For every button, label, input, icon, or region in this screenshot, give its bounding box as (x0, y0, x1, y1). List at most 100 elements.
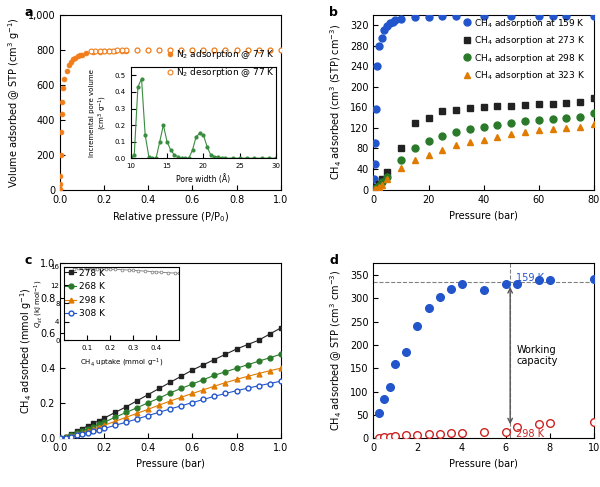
298 K (244, 374, 251, 379)
268 K (222, 369, 229, 375)
268 K (67, 432, 74, 438)
CH$_4$ adsorption at 323 K (371, 187, 379, 192)
308 K (189, 400, 196, 406)
298 K (84, 428, 91, 434)
CH$_4$ adsorption at 298 K (590, 111, 598, 116)
308 K (277, 378, 284, 384)
CH$_4$ adsorption at 323 K (425, 152, 432, 158)
N$_2$ desorption @ 77 K (155, 47, 163, 53)
N$_2$ adsorption @ 77 K (67, 59, 74, 65)
CH$_4$ adsorption at 159 K (480, 13, 487, 19)
CH$_4$ adsorption at 323 K (494, 134, 501, 140)
CH$_4$ adsorption at 323 K (439, 147, 446, 152)
CH$_4$ adsorption at 159 K (425, 14, 432, 19)
308 K (145, 412, 152, 418)
N$_2$ desorption @ 77 K (189, 47, 196, 53)
CH$_4$ adsorption at 159 K (371, 176, 378, 182)
268 K (189, 381, 196, 387)
268 K (89, 424, 97, 430)
CH$_4$ adsorption at 273 K (480, 104, 487, 110)
N$_2$ desorption @ 77 K (255, 47, 262, 53)
N$_2$ adsorption @ 77 K (70, 56, 77, 62)
Line: CH$_4$ adsorption at 298 K: CH$_4$ adsorption at 298 K (371, 110, 598, 193)
Line: N$_2$ desorption @ 77 K: N$_2$ desorption @ 77 K (88, 47, 283, 54)
278 K (211, 356, 218, 362)
CH$_4$ adsorption at 298 K (375, 183, 382, 188)
298 K (101, 422, 108, 428)
N$_2$ desorption @ 77 K (211, 47, 218, 53)
CH$_4$ adsorption at 159 K (563, 13, 570, 19)
CH$_4$ adsorption at 323 K (373, 186, 380, 191)
278 K (266, 331, 273, 337)
298 K (62, 434, 69, 440)
Line: CH$_4$ adsorption at 159 K: CH$_4$ adsorption at 159 K (370, 12, 598, 192)
CH$_4$ adsorption at 323 K (375, 184, 382, 189)
CH$_4$ adsorption at 273 K (383, 169, 391, 174)
N$_2$ adsorption @ 77 K (122, 48, 130, 54)
N$_2$ adsorption @ 77 K (76, 53, 83, 58)
CH$_4$ adsorption at 298 K (577, 113, 584, 119)
CH$_4$ adsorption at 273 K (521, 102, 529, 108)
N$_2$ desorption @ 77 K (87, 48, 94, 54)
CH$_4$ adsorption at 323 K (411, 157, 418, 163)
308 K (95, 427, 102, 433)
298 K (211, 383, 218, 389)
N$_2$ adsorption @ 77 K (61, 76, 68, 82)
CH$_4$ adsorption at 273 K (508, 103, 515, 109)
CH$_4$ adsorption at 298 K (563, 114, 570, 120)
N$_2$ desorption @ 77 K (96, 48, 103, 54)
CH$_4$ adsorption at 159 K (411, 14, 418, 20)
308 K (73, 432, 80, 438)
308 K (79, 431, 86, 437)
N$_2$ adsorption @ 77 K (83, 51, 90, 56)
CH$_4$ adsorption at 298 K (508, 120, 515, 126)
268 K (200, 377, 207, 383)
N$_2$ desorption @ 77 K (122, 47, 130, 53)
298 K (266, 368, 273, 374)
268 K (122, 410, 130, 415)
CH$_4$ adsorption at 159 K (370, 186, 377, 191)
CH$_4$ adsorption at 323 K (480, 137, 487, 143)
N$_2$ desorption @ 77 K (109, 48, 116, 54)
CH$_4$ adsorption at 159 K (371, 161, 379, 167)
298 K (122, 414, 130, 420)
N$_2$ adsorption @ 77 K (266, 47, 273, 53)
CH$_4$ adsorption at 298 K (480, 124, 487, 130)
298 K (155, 402, 163, 408)
Text: 298 K: 298 K (515, 429, 544, 439)
N$_2$ desorption @ 77 K (178, 47, 185, 53)
CH$_4$ adsorption at 273 K (378, 176, 385, 182)
298 K (145, 406, 152, 412)
X-axis label: Relative pressure (P/P$_0$): Relative pressure (P/P$_0$) (112, 210, 229, 224)
CH$_4$ adsorption at 273 K (563, 100, 570, 106)
CH$_4$ adsorption at 323 K (397, 165, 404, 171)
X-axis label: Pressure (bar): Pressure (bar) (449, 459, 518, 468)
CH$_4$ adsorption at 159 K (381, 27, 388, 33)
308 K (255, 383, 262, 389)
CH$_4$ adsorption at 298 K (411, 146, 418, 151)
N$_2$ desorption @ 77 K (105, 48, 112, 54)
268 K (155, 395, 163, 401)
298 K (277, 365, 284, 371)
N$_2$ adsorption @ 77 K (112, 48, 119, 54)
308 K (67, 433, 74, 439)
X-axis label: Pressure (bar): Pressure (bar) (136, 459, 205, 468)
Legend: CH$_4$ adsorption at 159 K, CH$_4$ adsorption at 273 K, CH$_4$ adsorption at 298: CH$_4$ adsorption at 159 K, CH$_4$ adsor… (462, 16, 586, 83)
268 K (233, 365, 240, 371)
CH$_4$ adsorption at 323 K (383, 176, 391, 182)
N$_2$ adsorption @ 77 K (134, 47, 141, 53)
N$_2$ adsorption @ 77 K (145, 47, 152, 53)
N$_2$ adsorption @ 77 K (89, 50, 97, 56)
268 K (211, 373, 218, 378)
N$_2$ desorption @ 77 K (145, 47, 152, 53)
CH$_4$ adsorption at 323 K (452, 143, 460, 149)
N$_2$ desorption @ 77 K (118, 47, 125, 53)
Line: CH$_4$ adsorption at 323 K: CH$_4$ adsorption at 323 K (371, 121, 598, 193)
278 K (62, 433, 69, 439)
CH$_4$ adsorption at 273 K (494, 103, 501, 109)
CH$_4$ adsorption at 323 K (590, 121, 598, 127)
298 K (255, 371, 262, 376)
N$_2$ desorption @ 77 K (134, 47, 141, 53)
308 K (233, 388, 240, 393)
CH$_4$ adsorption at 273 K (577, 99, 584, 105)
